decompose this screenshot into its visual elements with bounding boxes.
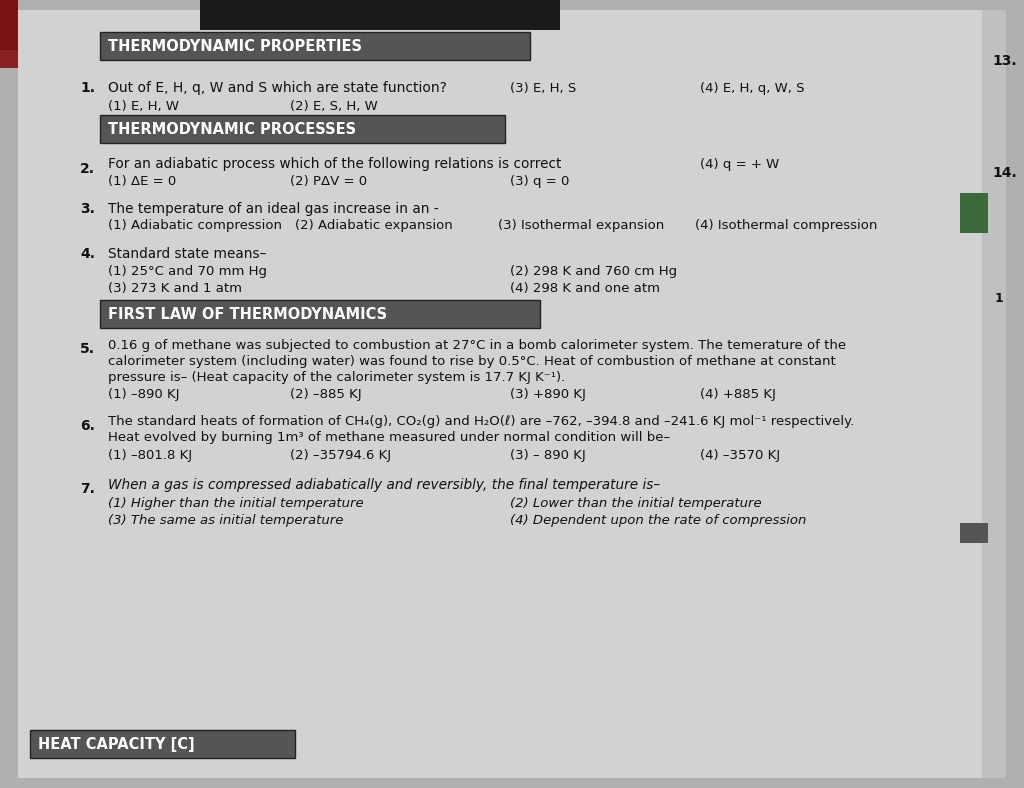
- Text: 4.: 4.: [80, 247, 95, 261]
- Bar: [0, 18, 18, 68]
- Text: 5.: 5.: [80, 342, 95, 356]
- Text: (3) – 890 KJ: (3) – 890 KJ: [510, 449, 586, 462]
- Text: (2) –35794.6 KJ: (2) –35794.6 KJ: [290, 449, 391, 462]
- Text: calorimeter system (including water) was found to rise by 0.5°C. Heat of combust: calorimeter system (including water) was…: [108, 355, 836, 368]
- Bar: [961, 523, 988, 543]
- Bar: [100, 300, 540, 328]
- Text: (2) –885 KJ: (2) –885 KJ: [290, 388, 361, 401]
- Text: FIRST LAW OF THERMODYNAMICS: FIRST LAW OF THERMODYNAMICS: [108, 307, 387, 322]
- Text: (2) 298 K and 760 cm Hg: (2) 298 K and 760 cm Hg: [510, 265, 677, 278]
- Text: (3) Isothermal expansion: (3) Isothermal expansion: [498, 219, 665, 232]
- Text: 14.: 14.: [992, 166, 1017, 180]
- Text: (4) q = + W: (4) q = + W: [700, 158, 779, 171]
- Bar: [200, 12, 560, 30]
- Text: (4) –3570 KJ: (4) –3570 KJ: [700, 449, 780, 462]
- Text: (4) 298 K and one atm: (4) 298 K and one atm: [510, 282, 660, 295]
- Text: (4) E, H, q, W, S: (4) E, H, q, W, S: [700, 82, 805, 95]
- Text: (3) The same as initial temperature: (3) The same as initial temperature: [108, 514, 343, 527]
- Text: (1) Adiabatic compression: (1) Adiabatic compression: [108, 219, 282, 232]
- Text: 2.: 2.: [80, 162, 95, 176]
- Text: (3) E, H, S: (3) E, H, S: [510, 82, 577, 95]
- Bar: [961, 193, 988, 233]
- Text: (3) +890 KJ: (3) +890 KJ: [510, 388, 586, 401]
- Text: For an adiabatic process which of the following relations is correct: For an adiabatic process which of the fo…: [108, 157, 561, 171]
- Text: (2) E, S, H, W: (2) E, S, H, W: [290, 100, 378, 113]
- Text: The temperature of an ideal gas increase in an -: The temperature of an ideal gas increase…: [108, 202, 438, 216]
- Text: (1) Higher than the initial temperature: (1) Higher than the initial temperature: [108, 497, 364, 510]
- Text: 6.: 6.: [80, 419, 95, 433]
- Text: (2) Adiabatic expansion: (2) Adiabatic expansion: [295, 219, 453, 232]
- Text: THERMODYNAMIC PROPERTIES: THERMODYNAMIC PROPERTIES: [108, 39, 362, 54]
- Text: When a gas is compressed adiabatically and reversibly, the final temperature is–: When a gas is compressed adiabatically a…: [108, 478, 660, 492]
- Text: The standard heats of formation of CH₄(g), CO₂(g) and H₂O(ℓ) are –762, –394.8 an: The standard heats of formation of CH₄(g…: [108, 415, 854, 428]
- Text: Heat evolved by burning 1m³ of methane measured under normal condition will be–: Heat evolved by burning 1m³ of methane m…: [108, 431, 670, 444]
- Text: 1: 1: [994, 292, 1004, 304]
- Text: (1) E, H, W: (1) E, H, W: [108, 100, 179, 113]
- Text: 1.: 1.: [80, 81, 95, 95]
- Text: pressure is– (Heat capacity of the calorimeter system is 17.7 KJ K⁻¹).: pressure is– (Heat capacity of the calor…: [108, 371, 565, 384]
- Text: (4) +885 KJ: (4) +885 KJ: [700, 388, 776, 401]
- Text: (4) Isothermal compression: (4) Isothermal compression: [695, 219, 878, 232]
- Text: 3.: 3.: [80, 202, 95, 216]
- Text: 7.: 7.: [80, 482, 95, 496]
- Text: (4) Dependent upon the rate of compression: (4) Dependent upon the rate of compressi…: [510, 514, 806, 527]
- Bar: [100, 115, 505, 143]
- Text: Standard state means–: Standard state means–: [108, 247, 266, 261]
- Text: (1) –801.8 KJ: (1) –801.8 KJ: [108, 449, 193, 462]
- Text: 0.16 g of methane was subjected to combustion at 27°C in a bomb calorimeter syst: 0.16 g of methane was subjected to combu…: [108, 339, 846, 352]
- Bar: [30, 730, 295, 758]
- Bar: [200, 0, 560, 30]
- Bar: [0, 0, 18, 50]
- Text: (1) ΔE = 0: (1) ΔE = 0: [108, 175, 176, 188]
- Text: Out of E, H, q, W and S which are state function?: Out of E, H, q, W and S which are state …: [108, 81, 446, 95]
- Text: (1) –890 KJ: (1) –890 KJ: [108, 388, 179, 401]
- Bar: [100, 32, 530, 60]
- Text: (1) 25°C and 70 mm Hg: (1) 25°C and 70 mm Hg: [108, 265, 267, 278]
- Bar: [982, 10, 1006, 778]
- Text: (3) q = 0: (3) q = 0: [510, 175, 569, 188]
- Text: THERMODYNAMIC PROCESSES: THERMODYNAMIC PROCESSES: [108, 121, 356, 136]
- Text: (2) Lower than the initial temperature: (2) Lower than the initial temperature: [510, 497, 762, 510]
- Text: HEAT CAPACITY [C]: HEAT CAPACITY [C]: [38, 737, 195, 752]
- Text: (2) PΔV = 0: (2) PΔV = 0: [290, 175, 368, 188]
- Text: (3) 273 K and 1 atm: (3) 273 K and 1 atm: [108, 282, 242, 295]
- Text: 13.: 13.: [992, 54, 1017, 68]
